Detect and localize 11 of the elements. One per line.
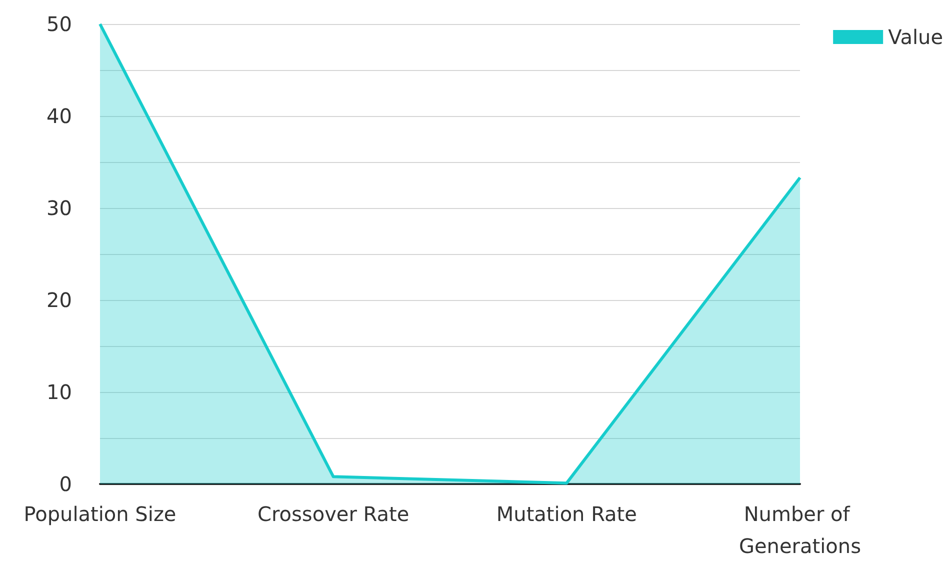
x-tick-label: Number of Generations	[739, 502, 861, 558]
y-tick-label: 0	[59, 472, 72, 496]
y-tick-label: 10	[46, 380, 72, 404]
x-tick-label: Mutation Rate	[496, 502, 637, 526]
y-tick-label: 50	[46, 12, 72, 36]
y-tick-label: 20	[46, 288, 72, 312]
y-tick-label: 30	[46, 196, 72, 220]
legend-label: Value	[888, 25, 943, 49]
x-tick-label: Population Size	[24, 502, 176, 526]
y-tick-label: 40	[46, 104, 72, 128]
x-tick-label: Crossover Rate	[258, 502, 410, 526]
